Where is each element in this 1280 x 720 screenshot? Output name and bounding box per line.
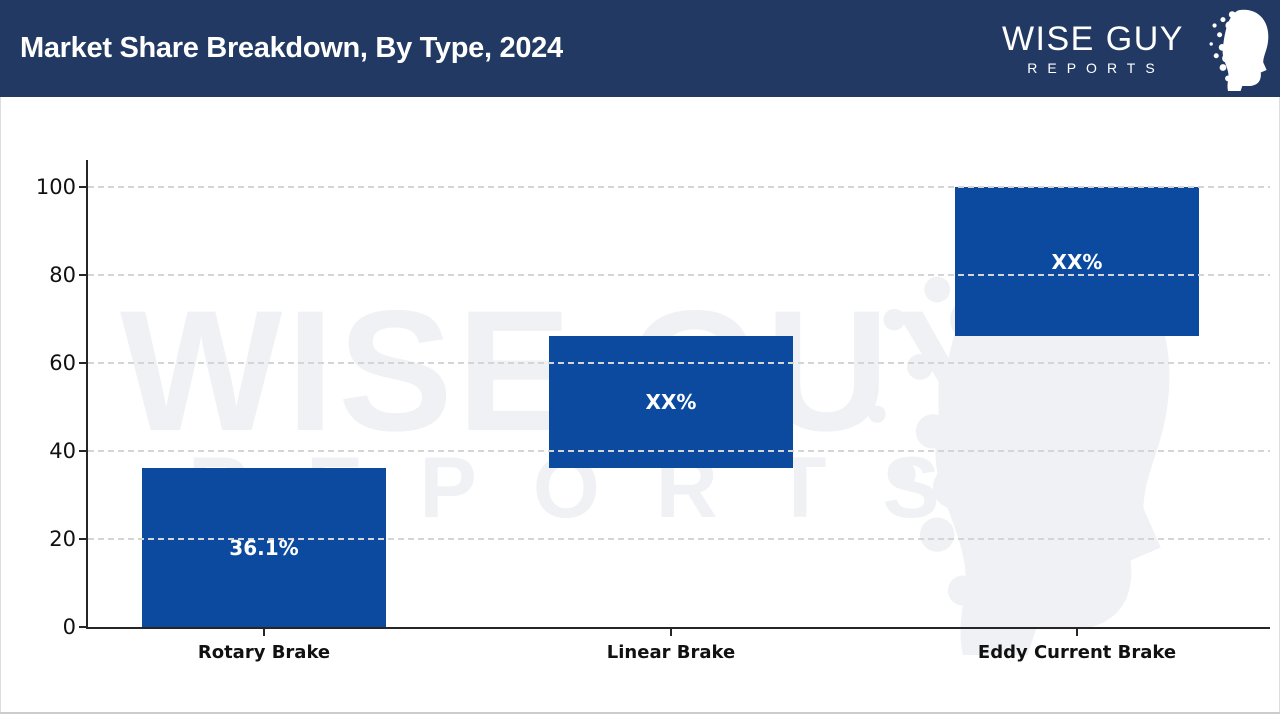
logo-head-icon — [1209, 9, 1269, 91]
footer-divider — [0, 712, 1280, 714]
y-tick-label: 20 — [49, 527, 76, 551]
y-tick-mark — [79, 626, 88, 628]
x-tick-mark — [1076, 629, 1078, 636]
x-tick-label: Linear Brake — [606, 642, 736, 663]
x-axis-line — [86, 627, 1270, 629]
bar-value-label: 36.1% — [229, 535, 299, 560]
gridline-40 — [88, 450, 1270, 452]
y-tick-mark — [79, 186, 88, 188]
logo-sub-text: REPORTS — [1027, 59, 1165, 76]
y-axis-line — [86, 160, 88, 629]
y-tick-mark — [79, 274, 88, 276]
y-tick-label: 40 — [49, 439, 76, 463]
y-tick-mark — [79, 538, 88, 540]
header-band: Market Share Breakdown, By Type, 2024 WI… — [0, 0, 1280, 97]
gridline-80 — [88, 274, 1270, 276]
x-tick-label: Rotary Brake — [197, 642, 331, 663]
logo-text-block: WISE GUY REPORTS — [1002, 22, 1184, 76]
bar-1 — [142, 468, 386, 627]
y-tick-mark — [79, 362, 88, 364]
y-tick-label: 100 — [35, 175, 76, 199]
y-tick-label: 60 — [49, 351, 76, 375]
y-tick-label: 80 — [49, 263, 76, 287]
bar-3 — [955, 187, 1199, 337]
x-tick-mark — [670, 629, 672, 636]
gridline-20 — [88, 538, 1270, 540]
wise-guy-logo: WISE GUY REPORTS — [1002, 0, 1270, 97]
page-title: Market Share Breakdown, By Type, 2024 — [20, 32, 563, 64]
gridline-60 — [88, 362, 1270, 364]
x-tick-label: Eddy Current Brake — [977, 642, 1177, 663]
bar-value-label: XX% — [1051, 249, 1103, 274]
gridline-100 — [88, 186, 1270, 188]
y-tick-label: 0 — [62, 615, 76, 639]
y-tick-mark — [79, 450, 88, 452]
x-tick-mark — [263, 629, 265, 636]
bar-2 — [549, 336, 793, 469]
bar-value-label: XX% — [645, 390, 697, 415]
logo-brand-text: WISE GUY — [1001, 19, 1184, 58]
